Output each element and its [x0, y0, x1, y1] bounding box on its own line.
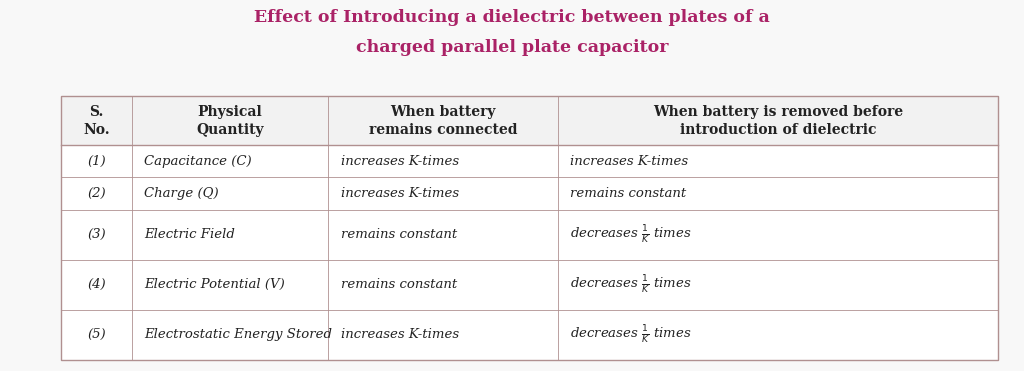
Bar [61, 96, 998, 360]
Text: When battery is removed before
introduction of dielectric: When battery is removed before introduct… [653, 105, 903, 137]
Text: Physical
Quantity: Physical Quantity [197, 105, 264, 137]
Text: (3): (3) [87, 228, 105, 241]
Text: Electric Field: Electric Field [144, 228, 234, 241]
Text: S.
No.: S. No. [83, 105, 110, 137]
Bar [61, 96, 998, 145]
Text: Capacitance (C): Capacitance (C) [144, 155, 252, 168]
Text: When battery
remains connected: When battery remains connected [369, 105, 517, 137]
Bar [61, 96, 998, 360]
Text: remains constant: remains constant [341, 278, 457, 291]
Text: remains constant: remains constant [341, 228, 457, 241]
Text: remains constant: remains constant [570, 187, 686, 200]
Text: (2): (2) [87, 187, 105, 200]
Text: Electrostatic Energy Stored: Electrostatic Energy Stored [144, 328, 332, 341]
Text: increases K-times: increases K-times [341, 187, 459, 200]
Text: Charge (Q): Charge (Q) [144, 187, 219, 200]
Text: charged parallel plate capacitor: charged parallel plate capacitor [355, 39, 669, 56]
Text: (5): (5) [87, 328, 105, 341]
Text: increases K-times: increases K-times [341, 155, 459, 168]
Text: decreases $\frac{1}{K}$ times: decreases $\frac{1}{K}$ times [570, 324, 692, 346]
Text: decreases $\frac{1}{K}$ times: decreases $\frac{1}{K}$ times [570, 274, 692, 296]
Text: Effect of Introducing a dielectric between plates of a: Effect of Introducing a dielectric betwe… [254, 9, 770, 26]
Text: increases K-times: increases K-times [341, 328, 459, 341]
Text: (4): (4) [87, 278, 105, 291]
Text: (1): (1) [87, 155, 105, 168]
Text: decreases $\frac{1}{K}$ times: decreases $\frac{1}{K}$ times [570, 224, 692, 246]
Text: increases K-times: increases K-times [570, 155, 688, 168]
Text: Electric Potential (V): Electric Potential (V) [144, 278, 285, 291]
